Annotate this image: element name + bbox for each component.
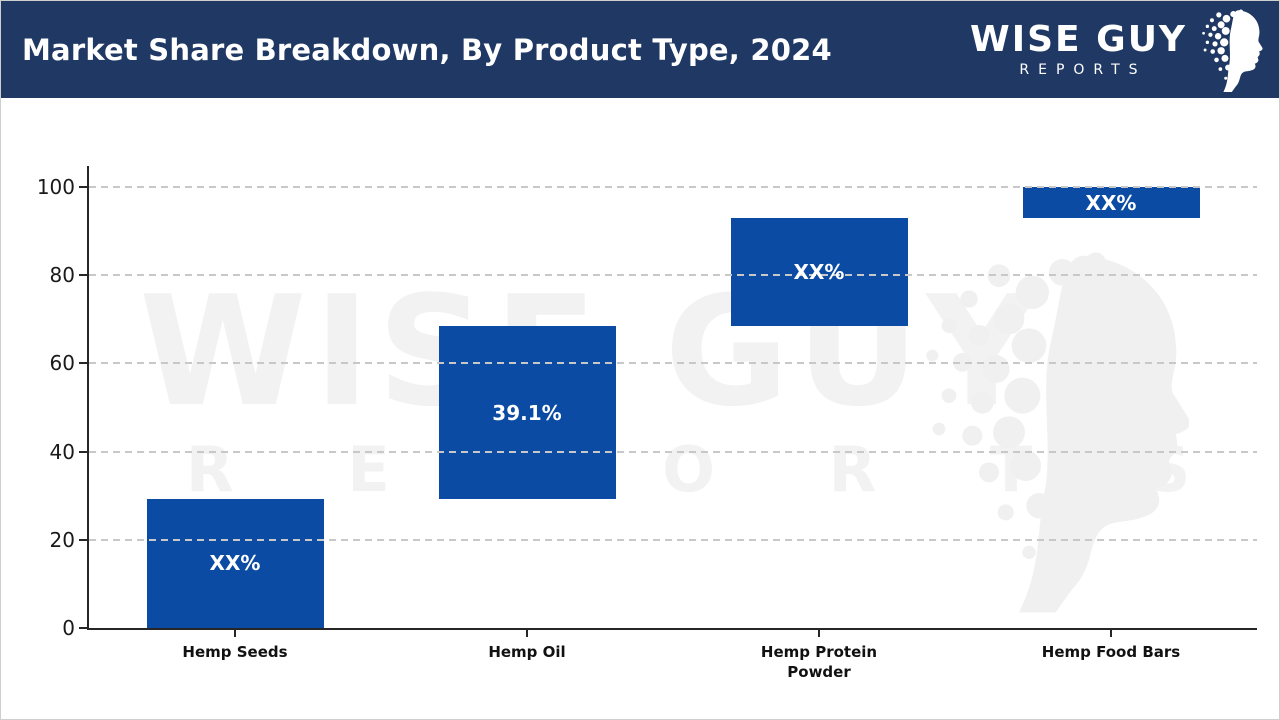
- bar-value-label: 39.1%: [492, 400, 562, 425]
- bar-value-label: XX%: [793, 260, 845, 285]
- x-axis-label: Hemp Protein Powder: [760, 643, 878, 682]
- grid-line: [89, 538, 1257, 541]
- x-axis-tick: [818, 630, 820, 637]
- y-axis-tick: [79, 627, 87, 629]
- wiseguy-logo: WISE GUY REPORTS: [970, 8, 1279, 92]
- x-axis-label: Hemp Oil: [488, 643, 566, 661]
- bar-value-label: XX%: [1085, 190, 1137, 215]
- y-axis-tick: [79, 362, 87, 365]
- bar: [730, 218, 908, 327]
- y-axis-tick: [79, 450, 87, 453]
- x-axis-line: [87, 628, 1257, 630]
- y-axis-label: 20: [49, 527, 75, 552]
- y-axis-label: 60: [49, 351, 75, 376]
- bar-value-label: XX%: [209, 551, 261, 576]
- x-axis-tick: [526, 630, 528, 637]
- x-axis-label: Hemp Food Bars: [1041, 643, 1181, 661]
- bar: [438, 326, 616, 499]
- x-axis-label: Hemp Seeds: [182, 643, 288, 661]
- y-axis-label: 80: [49, 263, 75, 288]
- y-axis-label: 100: [36, 175, 75, 199]
- y-axis-label: 40: [49, 439, 75, 464]
- chart-title: Market Share Breakdown, By Product Type,…: [22, 32, 832, 67]
- grid-line: [89, 274, 1257, 277]
- bar: [1022, 187, 1200, 219]
- bar: [146, 498, 324, 628]
- grid-line: [89, 450, 1257, 453]
- wiseguy-face-icon: [1202, 9, 1263, 92]
- logo-wordmark: WISE GUY: [969, 19, 1187, 60]
- y-axis-line: [87, 166, 89, 630]
- header-bar: Market Share Breakdown, By Product Type,…: [1, 1, 1279, 98]
- wiseguy-logo-text: WISE GUY REPORTS: [969, 19, 1187, 78]
- grid-line: [89, 362, 1257, 365]
- y-axis-tick: [79, 186, 87, 188]
- grid-line: [89, 186, 1257, 188]
- x-axis-tick: [234, 630, 236, 637]
- y-axis-tick: [79, 538, 87, 541]
- logo-subtitle: REPORTS: [1019, 62, 1147, 78]
- y-axis-tick: [79, 274, 87, 277]
- x-axis-tick: [1110, 630, 1112, 637]
- y-axis-label: 0: [62, 616, 75, 640]
- watermark-face-icon: [926, 252, 1189, 613]
